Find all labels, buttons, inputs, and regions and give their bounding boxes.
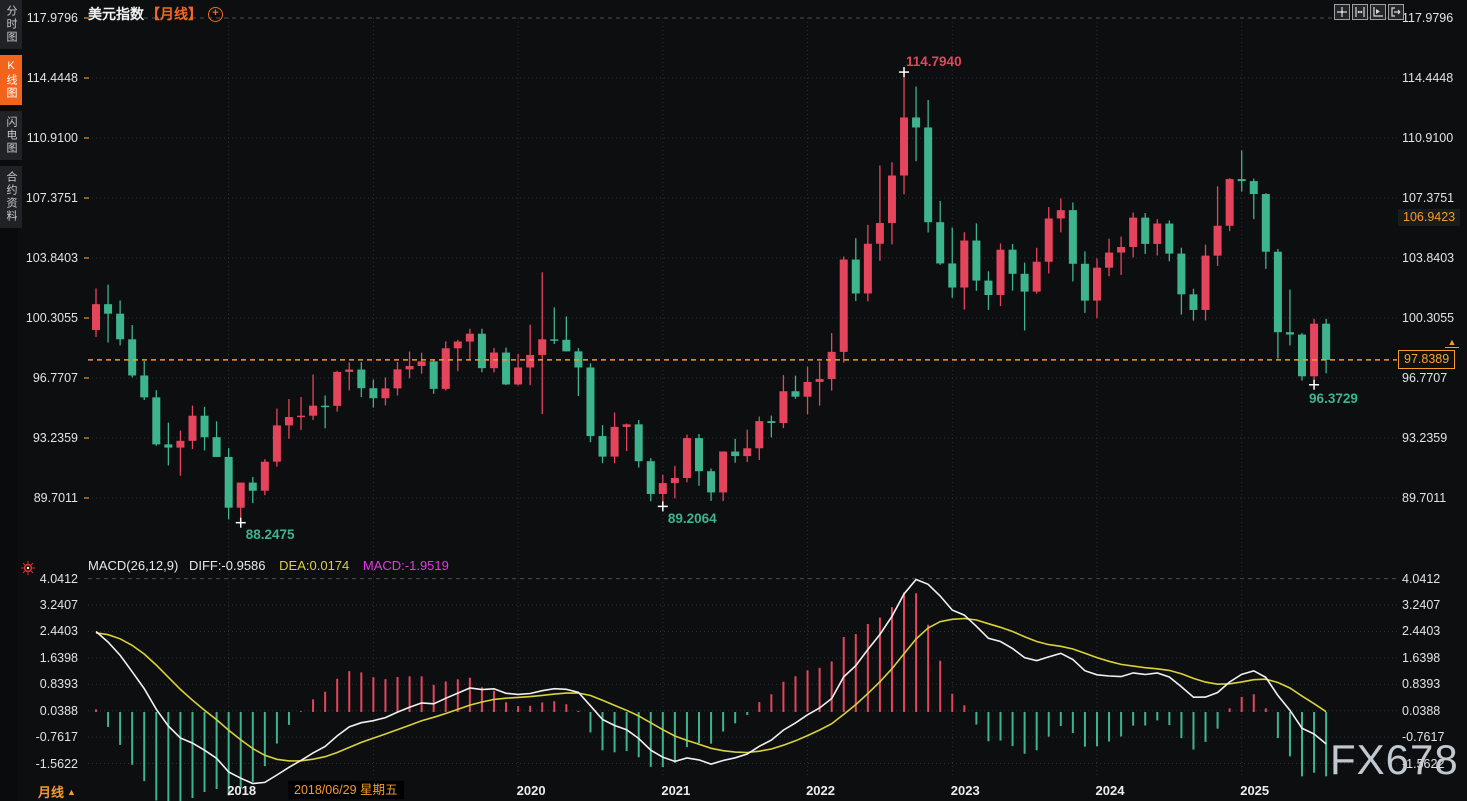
add-indicator-icon[interactable]: +	[208, 6, 223, 22]
period-switch-label: 月线	[38, 785, 65, 800]
sidebar-tab-lightning-chart[interactable]: 闪电图	[0, 111, 22, 160]
price-anchor-icon[interactable]: ▲	[1445, 337, 1459, 348]
current-price-tag[interactable]: 97.8389	[1398, 349, 1456, 369]
move-icon[interactable]	[1334, 4, 1350, 20]
crosshair-date-tooltip: 2018/06/29 星期五	[288, 781, 404, 799]
macd-macd-value: MACD:-1.9519	[362, 558, 449, 573]
reference-price-tag: 106.9423	[1398, 209, 1461, 227]
period-tag: 【月线】	[146, 6, 202, 22]
chart-title-bar: 美元指数 【月线】 +	[88, 4, 223, 24]
playback-icon[interactable]	[1370, 4, 1386, 20]
sidebar-tab-kline-chart[interactable]: K线图	[0, 55, 22, 105]
macd-diff-value: DIFF:-0.9586	[188, 558, 266, 573]
chart-toolbar	[1334, 4, 1404, 20]
symbol-name: 美元指数	[88, 6, 144, 22]
sidebar: 分时图 K线图 闪电图 合约资料	[0, 0, 22, 801]
sidebar-tab-contract-info[interactable]: 合约资料	[0, 166, 22, 228]
macd-params-label: MACD(26,12,9)	[88, 558, 179, 573]
sidebar-tab-time-chart[interactable]: 分时图	[0, 0, 22, 49]
chevron-up-icon: ▲	[67, 787, 76, 797]
macd-dea-value: DEA:0.0174	[279, 558, 350, 573]
period-switch-button[interactable]: 月线 ▲	[38, 782, 76, 801]
exit-icon[interactable]	[1388, 4, 1404, 20]
macd-indicator-header[interactable]: MACD(26,12,9) DIFF:-0.9586 DEA:0.0174 MA…	[88, 558, 449, 573]
zoom-x-icon[interactable]	[1352, 4, 1368, 20]
indicator-settings-icon[interactable]	[21, 561, 35, 575]
brand-watermark: FX678	[1330, 736, 1459, 783]
